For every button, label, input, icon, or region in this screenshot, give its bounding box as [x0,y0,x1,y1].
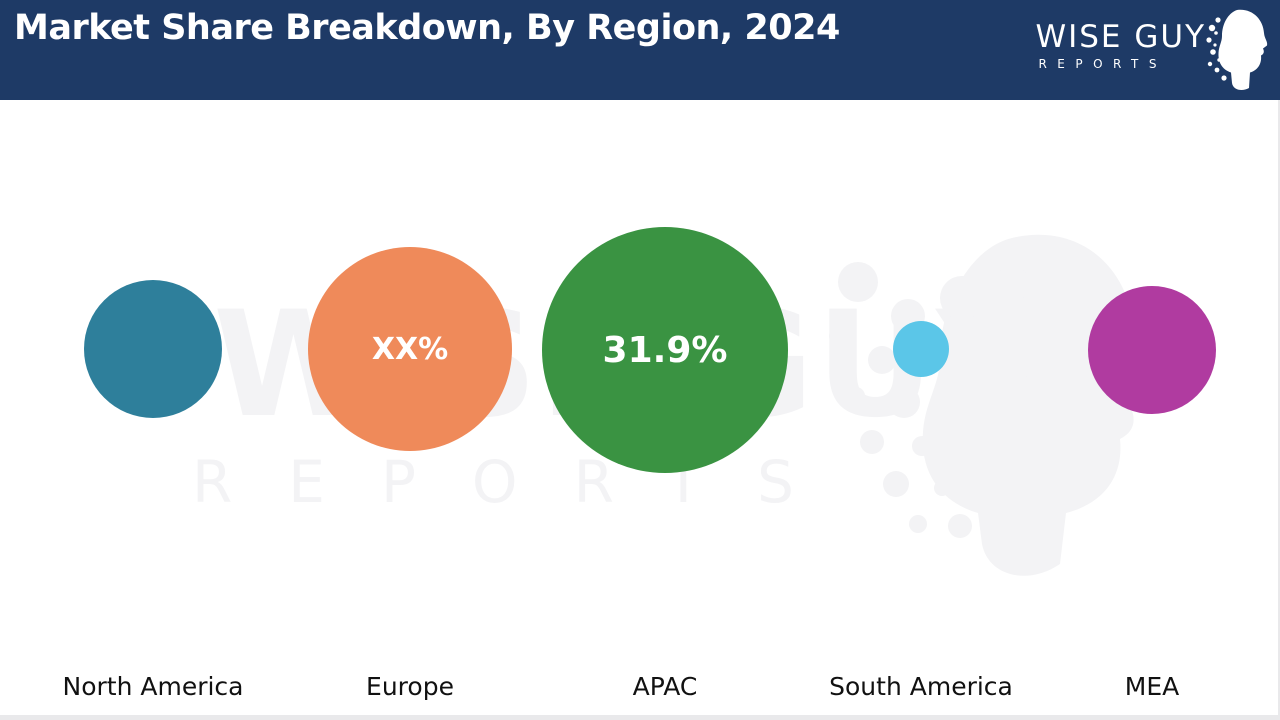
brand-logo-text: WISE GUY REPORTS [1035,19,1206,71]
category-label-south-america: South America [829,672,1013,701]
brand-face-icon [1206,9,1268,91]
category-label-europe: Europe [366,672,454,701]
bubble-south-america [893,321,949,377]
brand-logo: WISE GUY REPORTS [1035,6,1270,92]
header: Market Share Breakdown, By Region, 2024 … [0,0,1280,100]
brand-name: WISE GUY [1035,19,1206,55]
right-edge-divider [1278,100,1280,720]
bubble-north-america [84,280,222,418]
category-label-mea: MEA [1124,672,1180,701]
bubble-mea [1088,286,1216,414]
category-label-north-america: North America [62,672,244,701]
watermark-face-icon [829,234,1150,576]
page-title: Market Share Breakdown, By Region, 2024 [14,8,840,48]
brand-subtitle: REPORTS [1038,57,1167,71]
category-label-apac: APAC [632,672,698,701]
watermark-subtext: REPORTS [192,448,850,516]
bubble-value-label: 31.9% [602,329,728,371]
bottom-divider [0,715,1280,720]
bubble-apac: 31.9% [542,227,788,473]
bubble-value-label: XX% [371,331,449,367]
bubble-europe: XX% [308,247,512,451]
bubble-chart: WISE GUY REPORTS [0,100,1280,720]
